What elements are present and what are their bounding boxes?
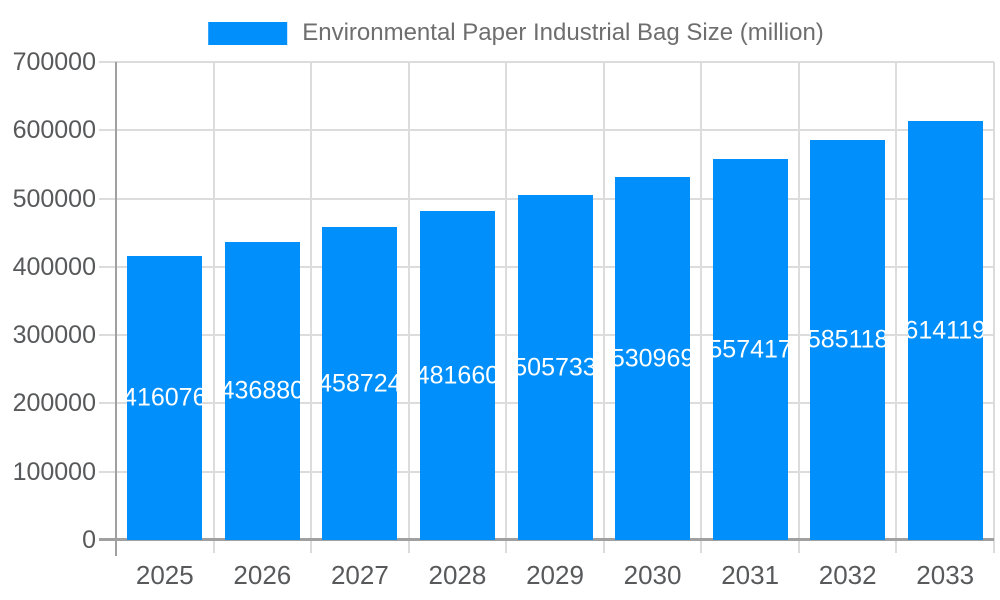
y-tick-label: 400000 — [12, 252, 96, 281]
y-gridline — [99, 129, 994, 132]
x-tick-label: 2033 — [916, 560, 975, 590]
x-tick-label: 2028 — [428, 560, 487, 590]
category-separator — [407, 62, 410, 553]
legend-swatch — [208, 21, 288, 45]
category-separator — [797, 62, 800, 553]
category-separator — [602, 62, 605, 553]
plot-area: 0 100000 200000 300000 400000 500000 600000 700… — [13, 48, 995, 590]
bar: 505733 — [517, 195, 593, 540]
bar: 481660 — [419, 211, 495, 540]
bar: 458724 — [322, 227, 398, 540]
y-tick-label: 700000 — [12, 48, 96, 76]
bar-value-label: 416076 — [127, 383, 203, 412]
x-tick-label: 2027 — [330, 560, 389, 590]
bar-value-label: 614119 — [907, 316, 983, 344]
y-tick-label: 500000 — [12, 184, 96, 213]
bar: 557417 — [712, 159, 788, 540]
y-tick-label: 600000 — [12, 116, 96, 145]
bar: 416076 — [127, 256, 203, 540]
bar-value-label: 585118 — [810, 325, 886, 354]
bar-value-label: 557417 — [712, 335, 788, 363]
category-separator — [212, 62, 215, 553]
x-tick-label: 2030 — [623, 560, 682, 590]
x-tick-label: 2025 — [135, 560, 194, 590]
y-axis-line — [115, 62, 117, 556]
bar: 614119 — [907, 121, 983, 540]
bar-value-label: 530969 — [615, 344, 691, 372]
y-tick-label: 100000 — [12, 457, 96, 486]
category-separator — [700, 62, 703, 553]
legend-label: Environmental Paper Industrial Bag Size … — [302, 19, 824, 46]
y-tick-label: 200000 — [12, 389, 96, 418]
x-tick-label: 2026 — [233, 560, 292, 590]
bar-value-label: 505733 — [517, 353, 593, 381]
x-tick-label: 2029 — [526, 560, 584, 590]
category-separator — [993, 62, 995, 553]
x-tick-label: 2031 — [721, 560, 780, 590]
category-separator — [505, 62, 508, 553]
bar: 436880 — [224, 242, 300, 540]
bar-value-label: 481660 — [419, 361, 495, 389]
bar-value-label: 458724 — [322, 369, 398, 397]
x-tick-label: 2032 — [818, 560, 877, 590]
bar: 530969 — [615, 177, 691, 540]
y-tick-label: 300000 — [12, 321, 96, 350]
legend: Environmental Paper Industrial Bag Size … — [208, 19, 824, 47]
category-separator — [895, 62, 898, 553]
bar-value-label: 436880 — [224, 376, 300, 405]
y-gridline — [99, 61, 994, 63]
y-tick-label: 0 — [82, 526, 96, 554]
bar: 585118 — [810, 140, 886, 540]
category-separator — [310, 62, 313, 553]
